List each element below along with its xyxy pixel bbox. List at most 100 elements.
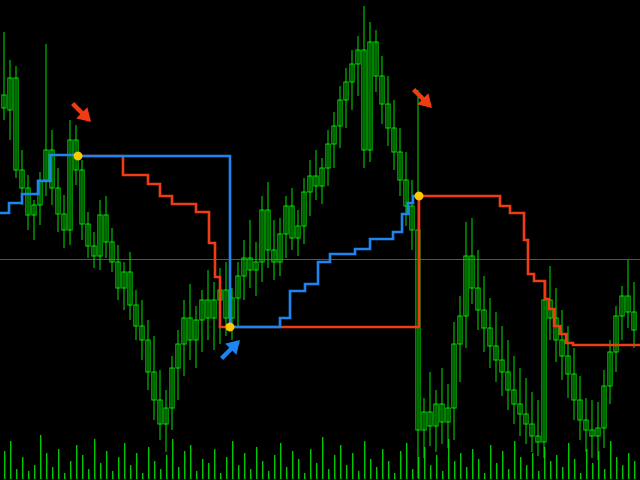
volume-bar [82, 455, 84, 479]
candle-body [451, 343, 457, 409]
candle-body [31, 204, 37, 216]
candle-body [67, 139, 73, 231]
trend-line-uptrend [0, 153, 419, 329]
candle-body [55, 187, 61, 215]
candle-body [361, 49, 367, 151]
candle-body [307, 175, 313, 193]
candle-body [157, 399, 163, 425]
volume-bar [76, 445, 78, 479]
candle-body [145, 339, 151, 373]
volume-bar [142, 473, 144, 479]
candle-body [469, 255, 475, 289]
candle-body [61, 213, 67, 231]
volume-bar [592, 463, 594, 479]
volume-bar [460, 453, 462, 479]
reversal-signal-dots[interactable] [73, 151, 424, 332]
volume-bar [88, 469, 90, 479]
volume-bar [130, 465, 132, 479]
candle-body [349, 63, 355, 83]
volume-bar [244, 453, 246, 479]
volume-bar [538, 471, 540, 479]
volume-bar [604, 469, 606, 479]
volume-bar [556, 455, 558, 479]
volume-bar [256, 447, 258, 479]
buy-reversal-dot[interactable] [225, 322, 235, 332]
candle-body [259, 209, 265, 263]
candle-body [391, 127, 397, 153]
candle-body [397, 151, 403, 181]
candle-body [583, 419, 589, 431]
volume-bar [52, 467, 54, 479]
volume-bar [586, 449, 588, 479]
volume-bar [550, 461, 552, 479]
volume-bar [334, 455, 336, 479]
volume-bar [310, 449, 312, 479]
volume-bar [22, 457, 24, 479]
candle-body [601, 385, 607, 429]
volume-bar [304, 473, 306, 479]
candle-body [517, 403, 523, 415]
candle-body [199, 299, 205, 321]
volume-bar [370, 459, 372, 479]
volume-bar [124, 443, 126, 479]
volume-bar [424, 447, 426, 479]
volume-bar [622, 465, 624, 479]
volume-bar [328, 469, 330, 479]
candle-body [559, 339, 565, 357]
buy-arrow[interactable] [220, 340, 240, 360]
volume-bar [406, 443, 408, 479]
trend-line-downtrend [78, 154, 640, 347]
volume-bar [484, 473, 486, 479]
sell-arrow-1[interactable] [71, 102, 91, 122]
volume-bar [568, 443, 570, 479]
candle-body [271, 249, 277, 263]
trade-signal-arrows[interactable] [71, 88, 432, 360]
volume-bar [226, 457, 228, 479]
candle-body [421, 411, 427, 431]
volume-bar [388, 461, 390, 479]
candle-body [403, 179, 409, 207]
volume-bar [40, 435, 42, 479]
volume-bar [268, 471, 270, 479]
candle-body [151, 371, 157, 401]
sell-arrow-2[interactable] [412, 88, 432, 108]
sell-reversal-dot-2[interactable] [414, 191, 424, 201]
candle-body [319, 167, 325, 187]
volume-bar [16, 469, 18, 479]
candle-body [577, 399, 583, 421]
volume-bar [118, 457, 120, 479]
volume-bar [472, 449, 474, 479]
volume-bar [478, 459, 480, 479]
volume-bar [490, 445, 492, 479]
volume-bar [286, 467, 288, 479]
volume-bar [208, 463, 210, 479]
buy-arrow-head [225, 340, 240, 355]
volume-bar [166, 455, 168, 479]
volume-bar [574, 459, 576, 479]
sell-arrow-1-head [76, 107, 91, 122]
candle-body [253, 261, 259, 271]
volume-bar [352, 453, 354, 479]
candle-body [265, 209, 271, 251]
volume-bar [616, 457, 618, 479]
volume-bar [382, 449, 384, 479]
volume-bar [34, 465, 36, 479]
candle-body [223, 289, 229, 319]
candle-body [283, 205, 289, 235]
candle-body [553, 317, 559, 341]
candle-body [211, 299, 217, 319]
volume-bar [454, 461, 456, 479]
volume-bar [448, 439, 450, 479]
volume-bar [58, 449, 60, 479]
volume-bar [232, 441, 234, 479]
volume-bar [4, 451, 6, 479]
candle-body [85, 223, 91, 247]
volume-bar [502, 451, 504, 479]
volume-bar [172, 439, 174, 479]
candle-body [181, 317, 187, 345]
volume-bar [610, 441, 612, 479]
candle-body [337, 99, 343, 127]
sell-reversal-dot-1[interactable] [73, 151, 83, 161]
